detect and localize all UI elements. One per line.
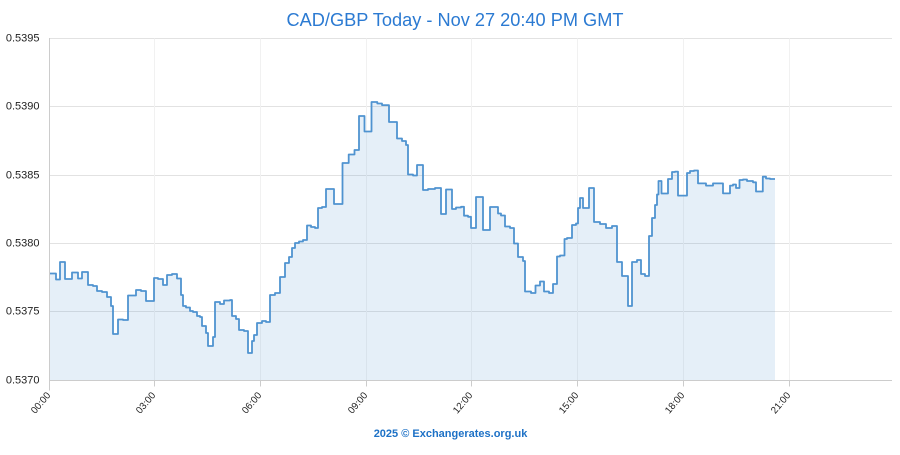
- svg-text:0.5375: 0.5375: [6, 306, 40, 318]
- svg-text:0.5380: 0.5380: [6, 238, 40, 250]
- svg-text:2025 © Exchangerates.org.uk: 2025 © Exchangerates.org.uk: [374, 428, 529, 440]
- svg-text:0.5390: 0.5390: [6, 101, 40, 113]
- svg-text:0.5385: 0.5385: [6, 170, 40, 182]
- svg-text:CAD/GBP Today - Nov 27 20:40 P: CAD/GBP Today - Nov 27 20:40 PM GMT: [287, 10, 624, 30]
- svg-text:0.5395: 0.5395: [6, 33, 40, 45]
- svg-text:0.5370: 0.5370: [6, 375, 40, 387]
